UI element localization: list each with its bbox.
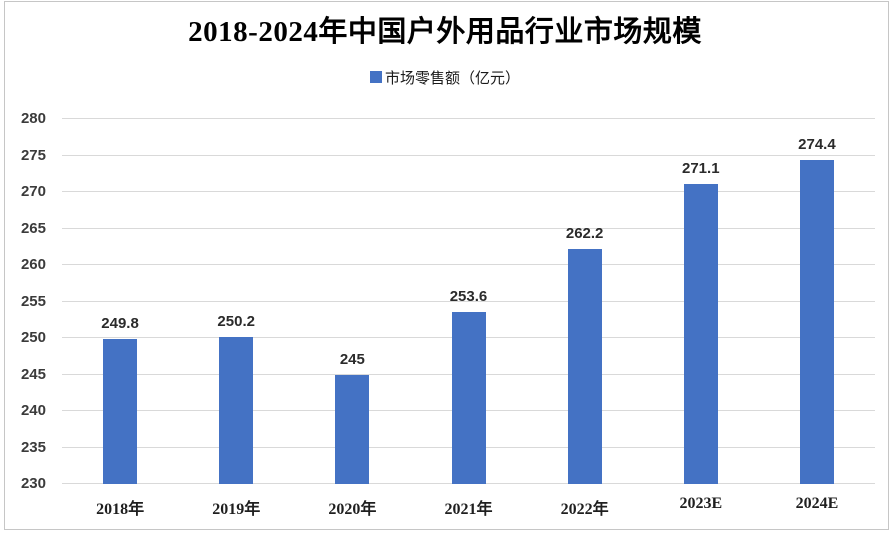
y-tick-label: 240	[20, 402, 46, 419]
bar-2023E	[683, 183, 718, 484]
gridline	[62, 118, 875, 119]
y-tick-label: 275	[20, 146, 46, 164]
gridline	[62, 264, 875, 265]
x-tick-label: 2023E	[679, 495, 723, 512]
y-tick-label: 230	[20, 475, 46, 492]
x-axis-labels: 2018年 2019年 2020年 2021年 2022年 2023E 2024E	[62, 495, 875, 519]
legend: 市场零售额（亿元）	[0, 67, 890, 87]
y-tick-label: 245	[20, 365, 46, 383]
bar-2024E	[799, 159, 834, 484]
y-tick-label: 235	[20, 438, 46, 456]
x-tick-label: 2021年	[444, 501, 493, 518]
bar-value-label: 253.6	[449, 287, 488, 305]
legend-label: 市场零售额（亿元）	[384, 70, 520, 87]
legend-swatch-icon	[369, 71, 382, 83]
y-axis-labels: 230 235 240 245 250 255 260 265 270 275 280	[0, 110, 54, 492]
gridline	[62, 191, 875, 192]
gridline	[62, 300, 875, 302]
y-tick-label: 280	[20, 110, 46, 127]
bar-value-label: 262.2	[565, 224, 604, 242]
bar-value-label: 249.8	[101, 315, 139, 333]
bar-2020年	[335, 374, 370, 484]
gridline	[62, 227, 875, 229]
bar-value-label: 274.4	[798, 135, 836, 153]
bar-2018年	[103, 339, 138, 484]
plot-area: 249.8 250.2 245 253.6 262.2 271.1 274.4	[62, 118, 875, 484]
x-tick-label: 2018年	[96, 501, 145, 518]
bar-value-label: 250.2	[217, 312, 255, 330]
bar-value-label: 271.1	[682, 159, 720, 177]
y-tick-label: 255	[20, 292, 46, 310]
gridline	[62, 154, 875, 156]
y-tick-label: 250	[20, 329, 46, 346]
x-tick-label: 2024E	[795, 495, 839, 512]
bar-2021年	[451, 311, 486, 484]
bar-2019年	[219, 336, 254, 484]
y-tick-label: 270	[20, 183, 46, 200]
bar-2022年	[567, 248, 602, 484]
y-tick-label: 265	[20, 219, 46, 237]
chart-title: 2018-2024年中国户外用品行业市场规模	[188, 16, 702, 48]
y-tick-label: 260	[20, 256, 46, 273]
x-tick-label: 2020年	[328, 501, 377, 518]
bar-value-label: 245	[339, 350, 365, 368]
x-tick-label: 2019年	[212, 501, 261, 518]
x-tick-label: 2022年	[560, 501, 609, 518]
